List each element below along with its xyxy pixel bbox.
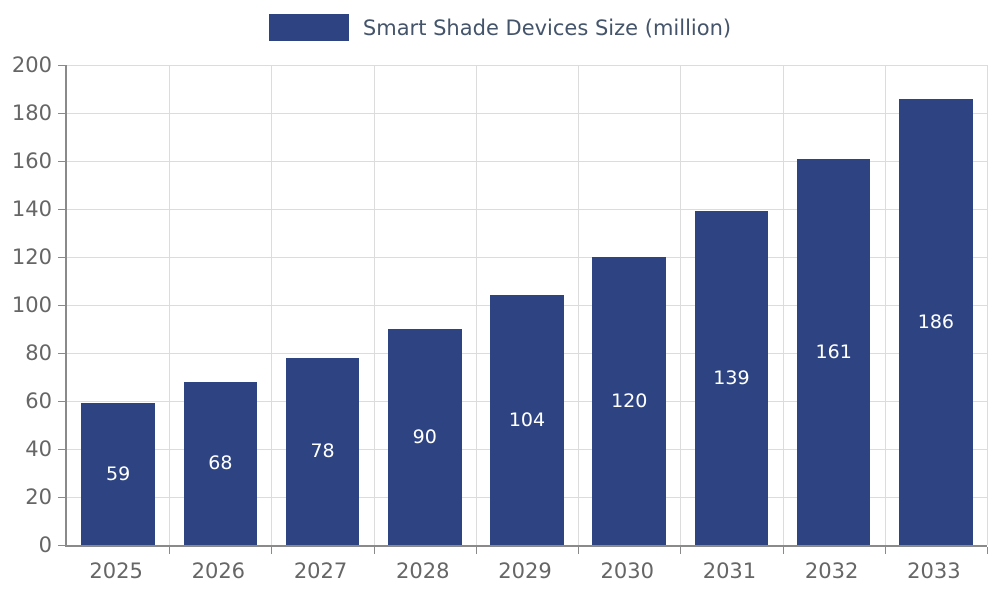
x-axis-tick [987,547,988,554]
gridline-horizontal [67,209,987,210]
y-tick-label: 140 [11,197,52,221]
y-axis-tick [58,65,65,66]
y-axis-tick [58,449,65,450]
x-axis-tick [884,547,886,554]
x-tick-label: 2028 [396,559,450,583]
bar-2032[interactable]: 161 [796,158,871,545]
gridline-vertical [782,65,784,545]
x-axis-tick [680,547,682,554]
y-axis-tick [58,113,65,114]
bar-value-label: 59 [106,463,131,486]
bar-2030[interactable]: 120 [592,257,667,545]
x-axis-tick [578,547,580,554]
bar-2027[interactable]: 78 [285,357,360,545]
x-tick-label: 2033 [907,559,961,583]
gridline-vertical [373,65,375,545]
bar-value-label: 90 [412,426,437,448]
plot-area: 59 68 78 90 104 120 139 161 186 [58,65,988,554]
gridline-vertical [271,65,273,545]
bar-value-label: 104 [508,409,546,432]
gridline-vertical [884,65,886,545]
y-tick-label: 20 [25,485,52,509]
gridline-horizontal [67,65,987,66]
bar-value-label: 186 [917,310,954,333]
legend-swatch [268,14,349,41]
gridline-vertical [475,65,477,545]
gridline-vertical [578,65,580,545]
legend[interactable]: Smart Shade Devices Size (million) [0,14,1000,41]
y-axis-tick [58,257,65,258]
y-axis-tick [58,545,65,546]
bar-value-label: 120 [611,390,648,412]
y-tick-label: 100 [11,293,52,317]
x-axis-tick [782,547,784,554]
gridline-vertical [987,65,988,545]
x-tick-label: 2026 [191,559,246,583]
x-tick-label: 2027 [293,559,348,583]
x-axis-tick [271,547,273,554]
y-tick-label: 0 [38,533,52,557]
bar-2031[interactable]: 139 [694,211,769,545]
gridline-vertical [680,65,682,545]
x-axis-tick [373,547,375,554]
y-tick-label: 120 [11,245,52,269]
x-tick-label: 2029 [498,559,552,583]
x-tick-label: 2030 [600,559,654,583]
y-tick-label: 80 [25,341,52,365]
bar-value-label: 68 [208,452,233,475]
bar-2029[interactable]: 104 [490,295,564,545]
x-axis-tick [475,547,477,554]
gridline-horizontal [67,161,987,162]
bar-value-label: 78 [310,440,335,463]
y-axis-tick [58,209,65,210]
y-tick-label: 180 [11,101,52,125]
y-axis-tick [58,161,65,162]
bar-value-label: 139 [713,367,750,390]
bar-value-label: 161 [815,340,852,363]
x-axis-tick [169,547,171,554]
y-tick-label: 160 [11,149,52,173]
bar-2033[interactable]: 186 [899,98,973,545]
gridline-horizontal [67,113,987,114]
y-tick-label: 60 [25,389,52,413]
y-axis-tick [58,401,65,402]
legend-label: Smart Shade Devices Size (million) [362,15,732,40]
y-axis-tick [58,305,65,306]
y-axis-tick [58,353,65,354]
x-tick-label: 2031 [702,559,757,583]
bar-2028[interactable]: 90 [387,329,462,545]
bar-2025[interactable]: 59 [81,403,155,545]
x-tick-label: 2025 [89,559,143,583]
y-axis-tick [58,497,65,498]
x-tick-label: 2032 [804,559,859,583]
y-tick-label: 200 [11,53,52,77]
bar-2026[interactable]: 68 [183,381,258,545]
gridline-horizontal [67,257,987,258]
gridline-vertical [169,65,171,545]
y-tick-label: 40 [25,437,52,461]
